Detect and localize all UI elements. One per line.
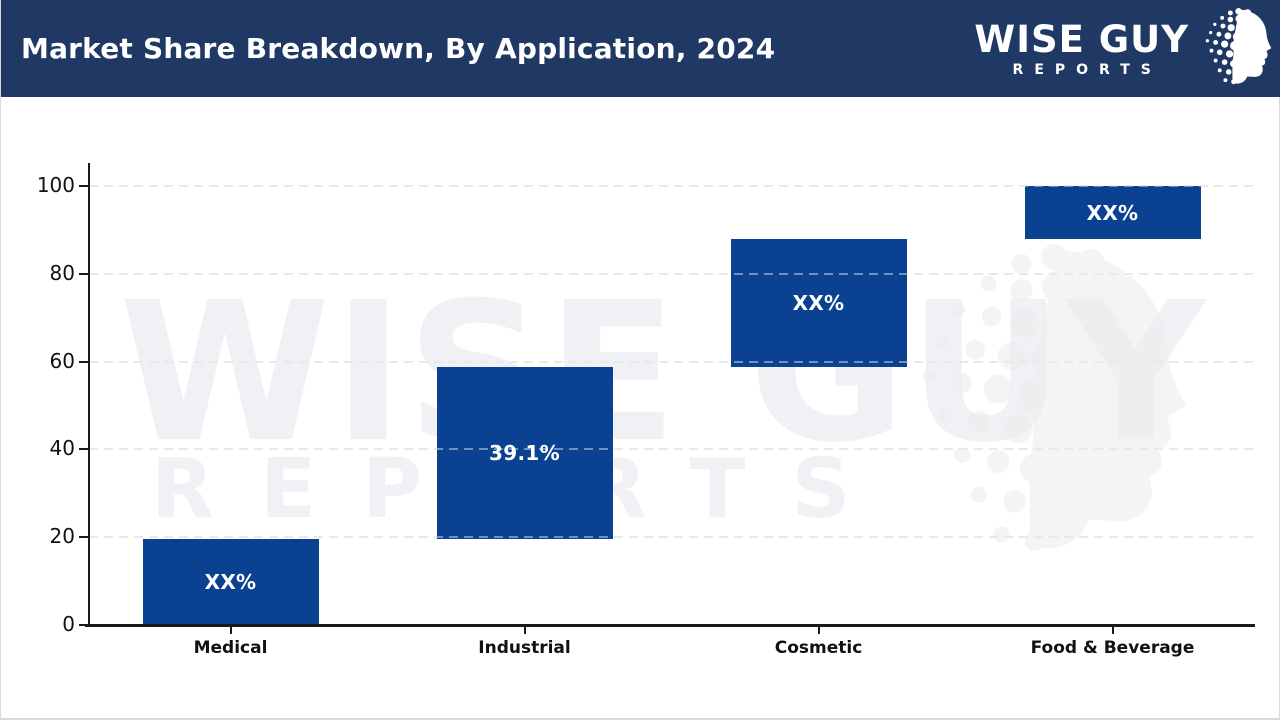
y-axis-tick-label-80: 80 <box>49 260 75 285</box>
y-axis-tick-40 <box>79 448 89 451</box>
y-axis-tick-0 <box>79 624 89 626</box>
header-band: Market Share Breakdown, By Application, … <box>1 0 1280 97</box>
y-axis-tick-60 <box>79 360 89 363</box>
chart-area: WISE GUY REPORTS 020406080100XX%Medical3… <box>1 97 1280 720</box>
gridline-60 <box>89 360 1255 363</box>
gridline-overlay-60 <box>89 360 1255 363</box>
bar-value-label: 39.1% <box>489 441 560 466</box>
bar-industrial: 39.1% <box>436 367 613 539</box>
chart-title: Market Share Breakdown, By Application, … <box>21 32 776 65</box>
x-axis-category-label-0: Medical <box>193 638 268 658</box>
x-axis-line <box>85 624 1255 627</box>
y-axis-tick-label-60: 60 <box>49 348 75 373</box>
y-axis-tick-label-100: 100 <box>36 173 75 197</box>
gridline-20 <box>89 536 1255 539</box>
logo-text: WISE GUY REPORTS <box>974 21 1189 77</box>
y-axis-tick-100 <box>79 185 89 187</box>
x-axis-tick-0 <box>229 625 232 634</box>
bar-value-label: XX% <box>792 291 845 316</box>
bar-value-label: XX% <box>204 569 257 594</box>
gridline-40 <box>89 448 1255 451</box>
y-axis-tick-label-40: 40 <box>49 436 75 461</box>
wise-guy-reports-logo: WISE GUY REPORTS <box>974 4 1273 94</box>
bar-value-label: XX% <box>1086 200 1139 225</box>
gridline-80 <box>89 272 1255 275</box>
bar-medical: XX% <box>142 538 319 625</box>
gridline-100 <box>89 185 1255 187</box>
logo-subtitle: REPORTS <box>1012 62 1162 78</box>
x-axis-category-label-2: Cosmetic <box>774 638 863 658</box>
y-axis-line <box>88 163 90 625</box>
x-axis-category-label-3: Food & Beverage <box>1030 638 1195 658</box>
bar-cosmetic: XX% <box>730 239 907 368</box>
x-axis-tick-3 <box>1111 625 1114 634</box>
y-axis-tick-label-20: 20 <box>49 524 75 549</box>
y-axis-tick-label-0: 0 <box>62 612 75 636</box>
y-axis-tick-80 <box>79 272 89 275</box>
gridline-overlay-40 <box>89 448 1255 451</box>
bar-food-beverage: XX% <box>1024 186 1201 240</box>
y-axis-tick-20 <box>79 536 89 539</box>
gridline-overlay-80 <box>89 272 1255 275</box>
gridline-overlay-100 <box>89 185 1255 187</box>
logo-wordmark: WISE GUY <box>974 18 1189 61</box>
x-axis-tick-2 <box>817 625 820 634</box>
wise-guy-head-icon <box>1191 6 1273 92</box>
x-axis-tick-1 <box>523 625 526 634</box>
x-axis-category-label-1: Industrial <box>478 638 571 658</box>
gridline-overlay-20 <box>89 536 1255 539</box>
